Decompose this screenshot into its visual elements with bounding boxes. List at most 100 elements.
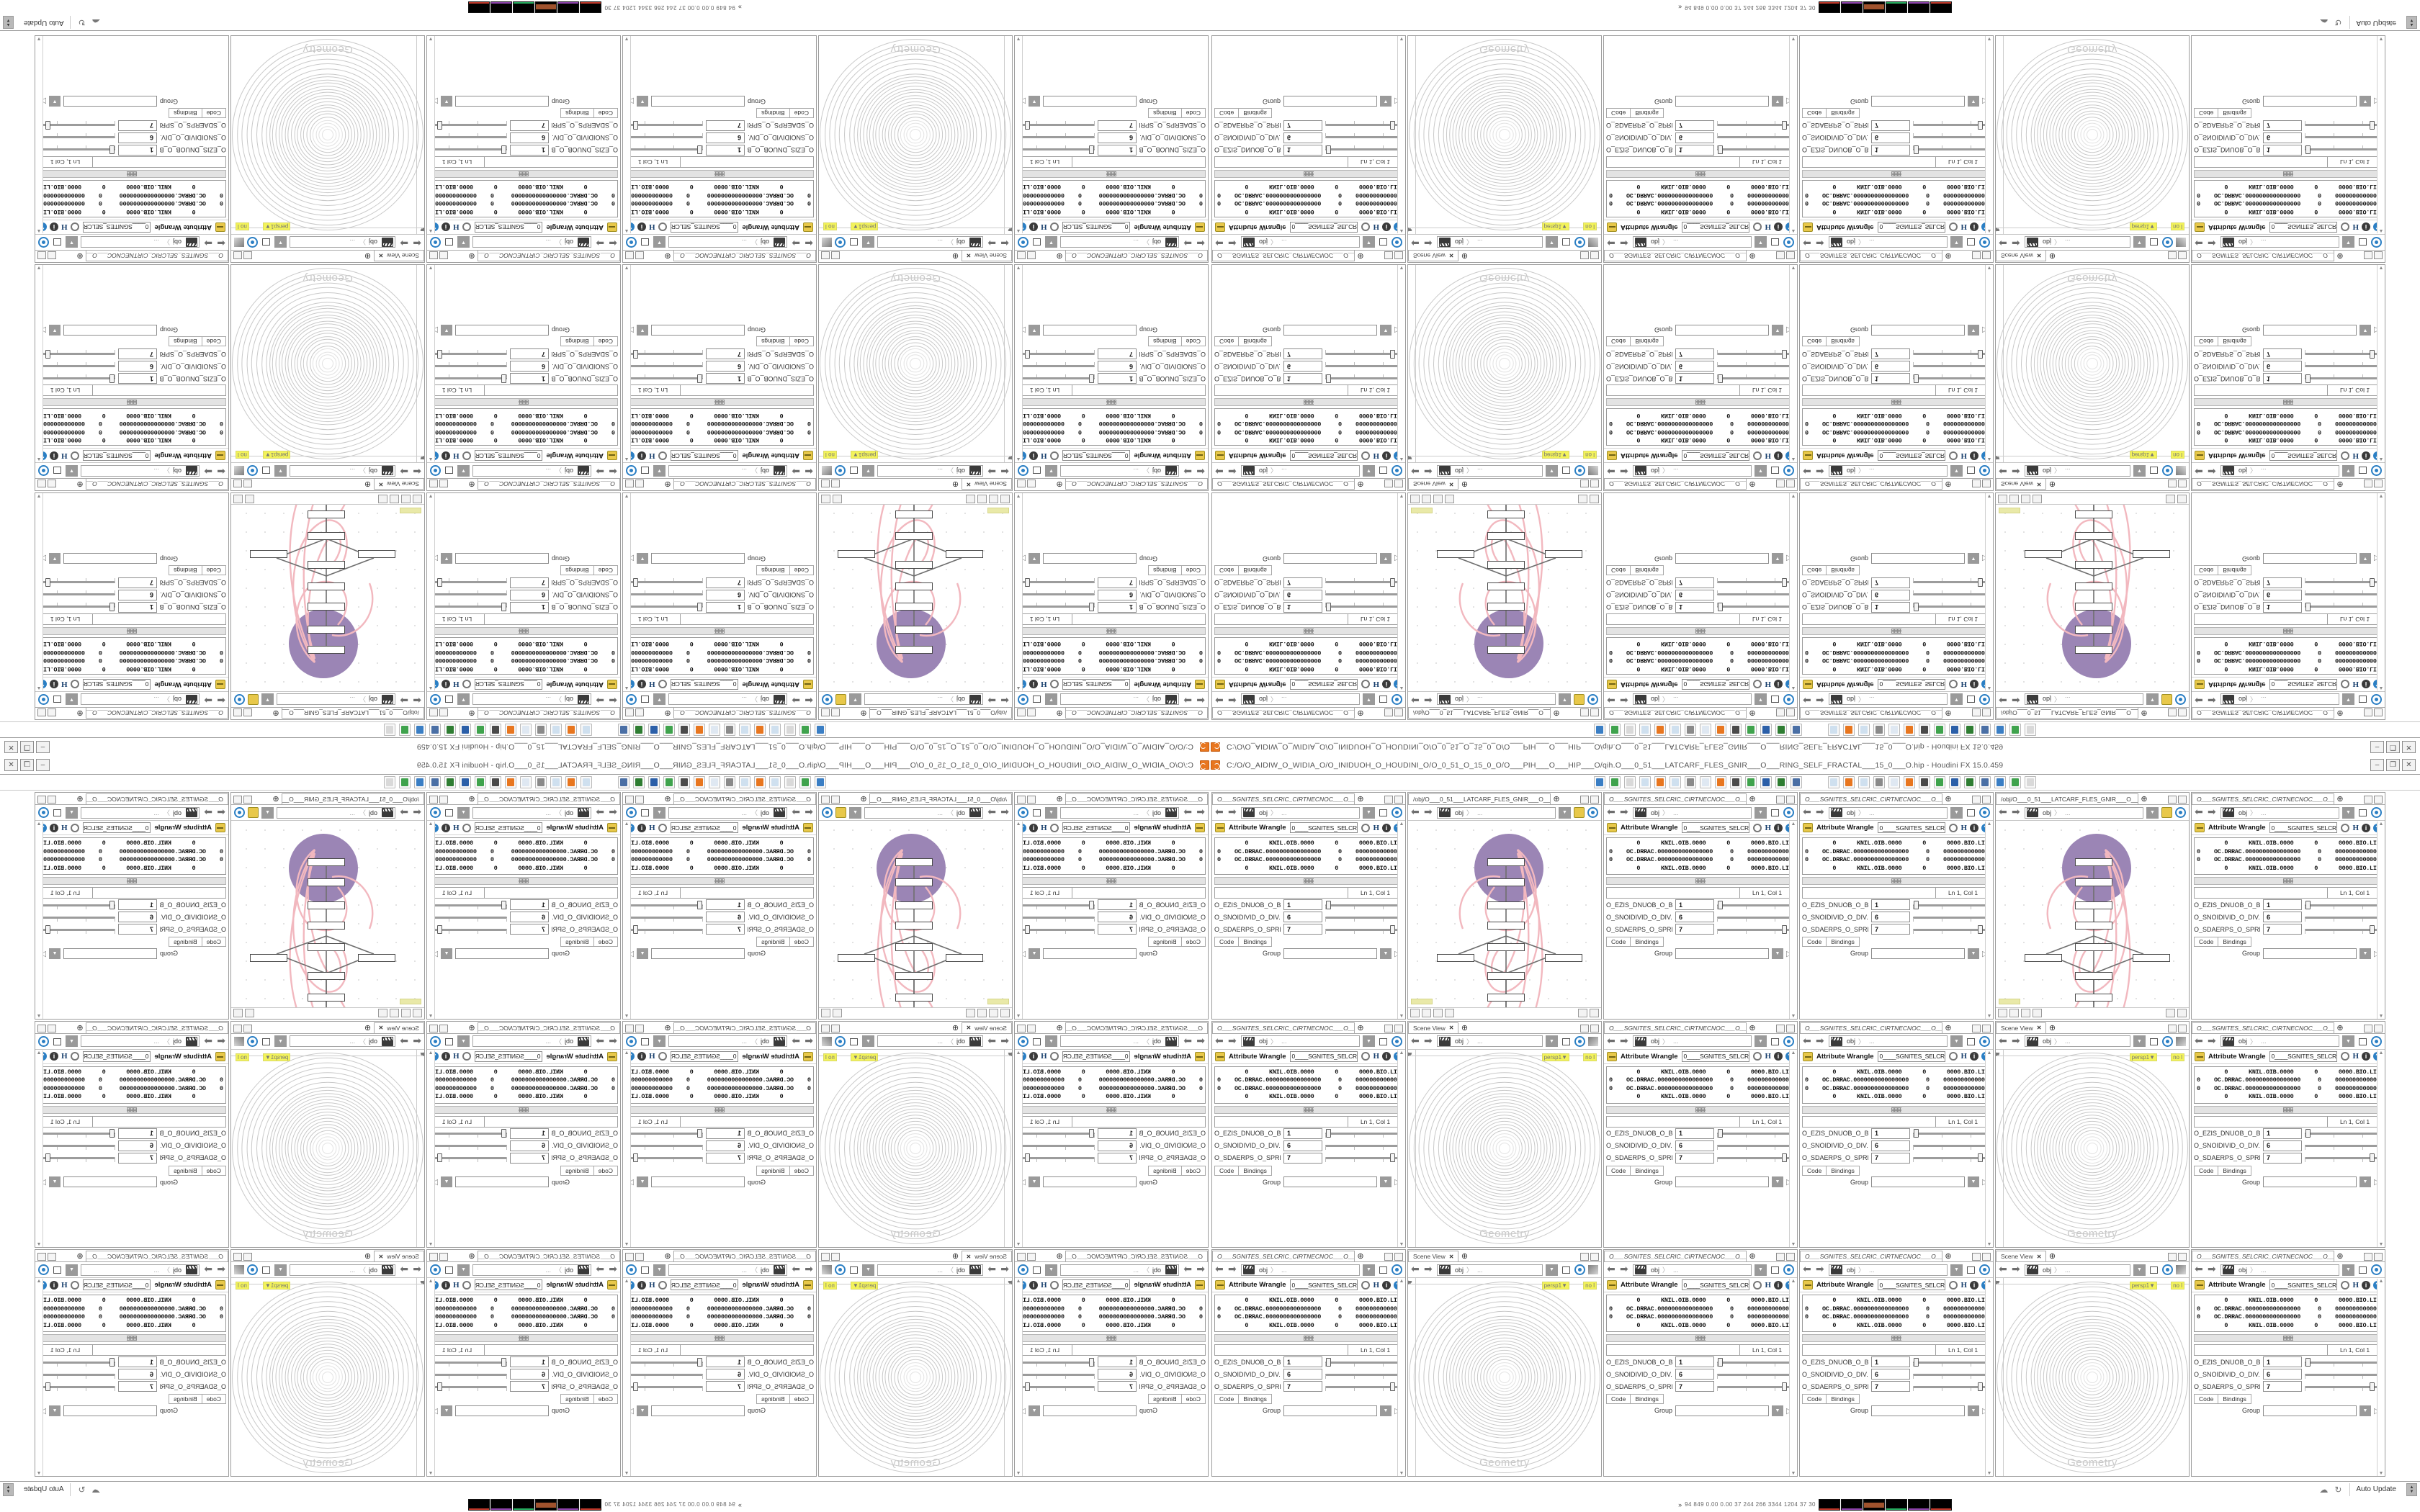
parameter-vertical-scrollbar[interactable]: ▲ ▼ (1397, 1050, 1405, 1248)
code-horizontal-scrollbar[interactable] (1214, 1105, 1403, 1114)
bulb-icon[interactable] (835, 694, 846, 705)
maximize-pane-icon[interactable] (1027, 480, 1036, 488)
tab-parameter-editor[interactable]: O___SGNITES_SELCRIC_CIRTNECNOC___O___CON… (1065, 793, 1208, 804)
parameter-slider[interactable] (1325, 374, 1403, 384)
tab-parameter-editor[interactable]: O___SGNITES_SELCRIC_CIRTNECNOC___O___CON… (673, 1251, 816, 1262)
status-expand-icon[interactable]: » (738, 4, 742, 12)
add-tab-icon[interactable]: ⊕ (1945, 1252, 1952, 1261)
pane-menu-icon[interactable] (625, 480, 634, 488)
tab-parameter-editor[interactable]: O___SGNITES_SELCRIC_CIRTNECNOC___O___CON… (1212, 793, 1355, 804)
node-name-input[interactable]: 0____SGNITES_SELCRIC_CIRTNECNOC_____0___… (1877, 1279, 1946, 1291)
group-dropdown-icon[interactable]: ▼ (1772, 96, 1783, 107)
pane-window-controls[interactable] (819, 251, 840, 259)
pin-icon[interactable] (2357, 465, 2368, 476)
parameter-value-input[interactable]: 6 (118, 361, 157, 372)
network-node[interactable] (2075, 626, 2112, 634)
houdini-icon[interactable] (694, 724, 705, 736)
tab-bindings[interactable]: Bindings (756, 107, 790, 118)
tab-scene-view[interactable]: Scene View ✕ (1408, 1022, 1459, 1033)
node-name-input[interactable]: 0____SGNITES_SELCRIC_CIRTNECNOC_____0___… (1062, 1050, 1131, 1062)
node-name-input[interactable]: 0____SGNITES_SELCRIC_CIRTNECNOC_____0___… (2269, 1279, 2338, 1291)
parameter-value-input[interactable]: 6 (706, 912, 745, 922)
group-dropdown-icon[interactable]: ▼ (49, 553, 60, 564)
tab-parameter-editor[interactable]: O___SGNITES_SELCRIC_CIRTNECNOC___O___CON… (1065, 1251, 1208, 1262)
path-dropdown-icon[interactable]: ▼ (1754, 1264, 1767, 1276)
tab-scene-view[interactable]: Scene View ✕ (1408, 1251, 1459, 1262)
maximize-pane-icon[interactable] (635, 251, 644, 259)
scroll-down-icon[interactable]: ▼ (1016, 1242, 1021, 1248)
wrangle-subtabs[interactable]: Code Bindings (1604, 1392, 1797, 1405)
wrangle-subtabs[interactable]: Code Bindings (35, 565, 228, 577)
pin-icon[interactable] (2148, 1036, 2159, 1047)
network-node[interactable] (358, 550, 395, 558)
info-icon[interactable]: i (1382, 1052, 1391, 1061)
path-segment-obj[interactable]: obj (760, 696, 769, 703)
houdini-icon[interactable] (694, 776, 705, 788)
back-icon[interactable]: ⬅ (217, 1034, 225, 1046)
maximize-pane-icon[interactable] (635, 1024, 644, 1032)
parameter-vertical-scrollbar[interactable]: ▲ ▼ (35, 493, 43, 690)
maximize-pane-icon[interactable] (1776, 480, 1785, 488)
scroll-down-icon[interactable]: ▼ (1986, 36, 1992, 42)
wrangle-subtabs[interactable]: Code Bindings (427, 107, 620, 120)
parameter-slider[interactable] (1913, 349, 1991, 359)
add-tab-icon[interactable]: ⊕ (364, 251, 372, 260)
forward-icon[interactable]: ➡ (596, 237, 604, 249)
tab-parameter-editor[interactable]: O___SGNITES_SELCRIC_CIRTNECNOC___O___CON… (478, 793, 620, 804)
info-icon[interactable]: i (1970, 823, 1978, 832)
scroll-up-icon[interactable]: ▲ (36, 822, 42, 827)
code-horizontal-scrollbar[interactable] (1214, 398, 1403, 407)
pane-menu-icon[interactable] (233, 796, 242, 804)
parameter-slider[interactable] (427, 912, 507, 922)
viewport-camera-label[interactable]: persp1▼ (263, 451, 291, 459)
add-tab-icon[interactable]: ⊕ (860, 795, 867, 804)
forward-icon[interactable]: ➡ (1183, 237, 1192, 249)
network-node[interactable] (895, 922, 933, 930)
network-tool-1[interactable] (1410, 494, 1420, 503)
maximize-pane-icon[interactable] (1776, 1024, 1785, 1032)
vex-code-editor[interactable]: 0 KNIL.OIB.0000 0 0000.BIO.LINK 0 0 OC.D… (429, 179, 618, 217)
scroll-up-icon[interactable]: ▲ (1399, 685, 1404, 690)
path-dropdown-icon[interactable]: ▼ (1363, 693, 1375, 706)
parameter-value-input[interactable]: 7 (2263, 1152, 2302, 1164)
maximize-pane-icon[interactable] (1580, 796, 1589, 804)
parameter-value-input[interactable]: 6 (1871, 590, 1910, 600)
parameter-value-input[interactable]: 6 (1283, 361, 1322, 372)
path-segment-obj[interactable]: obj (172, 467, 182, 474)
display-flag-icon[interactable] (1574, 1264, 1585, 1276)
info-icon[interactable]: i (1970, 222, 1978, 232)
viewport-lighting-label[interactable]: no l (2171, 222, 2184, 230)
parameter-slider[interactable] (429, 1153, 507, 1163)
tab-bindings[interactable]: Bindings (1148, 937, 1182, 947)
pane-window-controls[interactable] (623, 708, 644, 716)
tab-code[interactable]: Code (1802, 107, 1827, 118)
parameter-value-input[interactable]: 1 (2263, 602, 2302, 613)
forward-icon[interactable]: ➡ (1228, 806, 1237, 817)
parameter-value-input[interactable]: 6 (510, 132, 549, 143)
gear-icon[interactable] (658, 1280, 667, 1290)
parameter-slider[interactable] (427, 1369, 507, 1380)
parameter-slider[interactable] (1017, 924, 1095, 935)
tab-code[interactable]: Code (1802, 1165, 1827, 1176)
forward-icon[interactable]: ➡ (1183, 1263, 1192, 1275)
gear-icon[interactable] (70, 823, 79, 832)
path-input[interactable]: obj 〉 ... (668, 1035, 787, 1048)
parameter-slider[interactable] (625, 145, 703, 155)
node-name-input[interactable]: 0____SGNITES_SELCRIC_CIRTNECNOC_____0___… (670, 1279, 739, 1291)
pane-menu-icon[interactable] (1590, 796, 1599, 804)
tab-bindings[interactable]: Bindings (1148, 336, 1182, 347)
parameter-value-input[interactable]: 6 (1098, 590, 1137, 600)
scroll-up-icon[interactable]: ▲ (1986, 822, 1992, 827)
network-node[interactable] (895, 901, 933, 909)
viewport-camera-label[interactable]: persp1▼ (263, 1282, 291, 1290)
network-node[interactable] (2075, 561, 2112, 569)
group-dropdown-icon[interactable]: ▼ (441, 1405, 452, 1416)
pin-icon[interactable] (52, 237, 63, 248)
parameter-value-input[interactable]: 6 (118, 1140, 157, 1151)
path-input[interactable]: obj 〉 ... (1633, 806, 1752, 819)
close-icon[interactable]: ✕ (2036, 252, 2042, 259)
maximize-pane-icon[interactable] (2364, 708, 2372, 716)
tab-bindings[interactable]: Bindings (1630, 336, 1664, 347)
scroll-up-icon[interactable]: ▲ (2378, 685, 2384, 690)
info-icon[interactable]: i (637, 1052, 646, 1061)
